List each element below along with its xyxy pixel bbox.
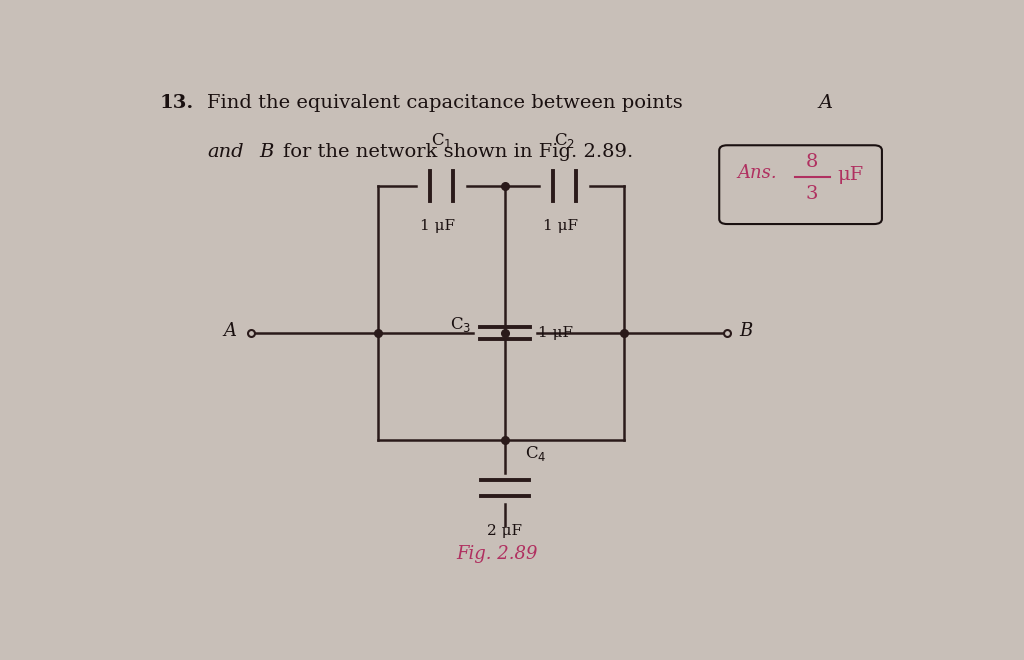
Text: C$_1$: C$_1$: [431, 131, 453, 150]
Text: C$_4$: C$_4$: [524, 444, 547, 463]
Text: μF: μF: [838, 166, 863, 183]
Text: Find the equivalent capacitance between points: Find the equivalent capacitance between …: [207, 94, 683, 112]
Text: 13.: 13.: [160, 94, 194, 112]
Text: Fig. 2.89: Fig. 2.89: [457, 545, 538, 564]
Text: 1 μF: 1 μF: [539, 326, 573, 341]
Text: 2 μF: 2 μF: [487, 524, 522, 538]
Text: 8: 8: [806, 152, 818, 170]
Text: C$_2$: C$_2$: [554, 131, 575, 150]
Text: C$_3$: C$_3$: [451, 315, 472, 334]
Text: 3: 3: [806, 185, 818, 203]
Text: B: B: [259, 143, 273, 161]
Text: B: B: [739, 322, 753, 340]
Text: and: and: [207, 143, 244, 161]
Text: 1 μF: 1 μF: [420, 219, 455, 233]
Text: 1 μF: 1 μF: [543, 219, 578, 233]
Text: A: A: [818, 94, 833, 112]
Text: for the network shown in Fig. 2.89.: for the network shown in Fig. 2.89.: [283, 143, 633, 161]
Text: A: A: [223, 322, 237, 340]
Text: Ans.: Ans.: [737, 164, 777, 182]
